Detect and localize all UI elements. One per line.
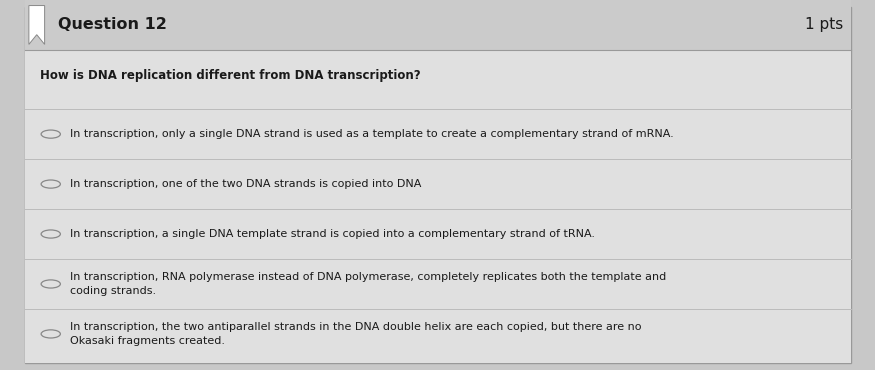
FancyBboxPatch shape (24, 50, 850, 363)
Text: In transcription, the two antiparallel strands in the DNA double helix are each : In transcription, the two antiparallel s… (70, 322, 641, 346)
Text: In transcription, RNA polymerase instead of DNA polymerase, completely replicate: In transcription, RNA polymerase instead… (70, 272, 666, 296)
Text: In transcription, a single DNA template strand is copied into a complementary st: In transcription, a single DNA template … (70, 229, 595, 239)
Text: Question 12: Question 12 (58, 17, 166, 33)
FancyBboxPatch shape (24, 7, 850, 363)
FancyBboxPatch shape (24, 0, 850, 50)
Polygon shape (29, 6, 45, 44)
Text: 1 pts: 1 pts (805, 17, 843, 33)
Text: How is DNA replication different from DNA transcription?: How is DNA replication different from DN… (40, 69, 421, 83)
Text: In transcription, one of the two DNA strands is copied into DNA: In transcription, one of the two DNA str… (70, 179, 422, 189)
Text: In transcription, only a single DNA strand is used as a template to create a com: In transcription, only a single DNA stra… (70, 129, 674, 139)
